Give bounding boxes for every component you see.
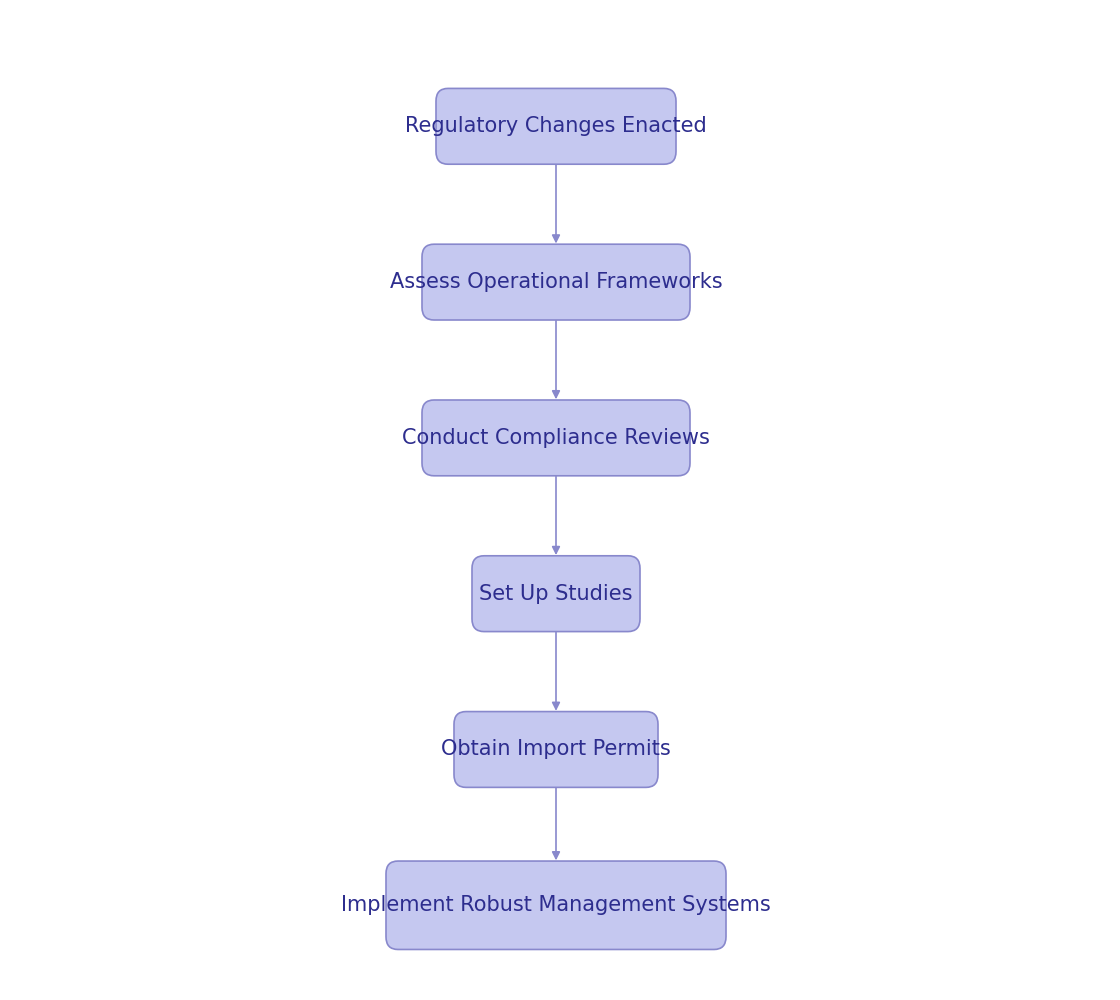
FancyBboxPatch shape [436, 88, 676, 164]
Text: Regulatory Changes Enacted: Regulatory Changes Enacted [405, 116, 707, 136]
Text: Set Up Studies: Set Up Studies [479, 584, 633, 604]
FancyBboxPatch shape [454, 712, 659, 787]
FancyBboxPatch shape [386, 861, 726, 949]
Text: Implement Robust Management Systems: Implement Robust Management Systems [342, 895, 771, 915]
Text: Conduct Compliance Reviews: Conduct Compliance Reviews [402, 428, 710, 448]
Text: Assess Operational Frameworks: Assess Operational Frameworks [390, 272, 722, 292]
FancyBboxPatch shape [422, 400, 690, 476]
FancyBboxPatch shape [422, 244, 690, 320]
Text: Obtain Import Permits: Obtain Import Permits [441, 739, 671, 759]
FancyBboxPatch shape [472, 556, 640, 632]
